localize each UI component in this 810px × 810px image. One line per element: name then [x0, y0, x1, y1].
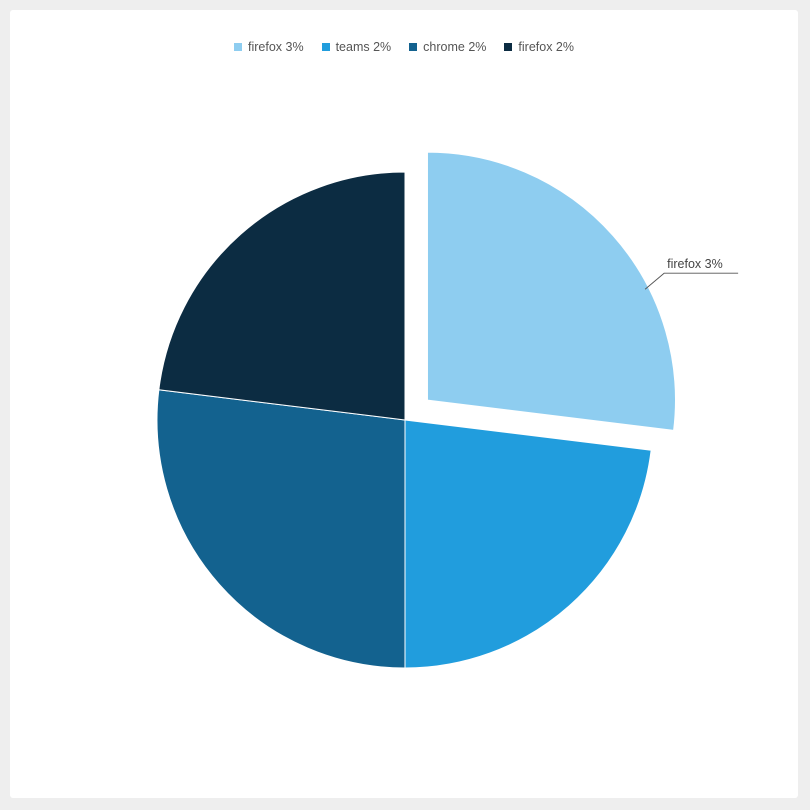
legend-item-label: firefox 2%	[518, 40, 574, 54]
pie-slice[interactable]	[404, 419, 652, 669]
legend-item-label: teams 2%	[335, 40, 392, 54]
square-swatch-icon	[409, 43, 418, 51]
chart-card: firefox 3% teams 2% chrome 2% firefox 2%…	[10, 10, 798, 798]
square-swatch-icon	[321, 43, 330, 51]
pie-chart-svg: firefox 3%	[156, 151, 739, 669]
pie-slice-group	[156, 151, 676, 669]
pie-slice[interactable]	[426, 151, 676, 431]
pie-callout-group: firefox 3%	[644, 257, 739, 290]
legend-item-firefox-2[interactable]: firefox 2%	[504, 40, 574, 54]
pie-slice[interactable]	[158, 171, 406, 421]
chart-legend: firefox 3% teams 2% chrome 2% firefox 2%	[10, 40, 798, 54]
legend-item-chrome-2[interactable]: chrome 2%	[409, 40, 486, 54]
legend-item-label: firefox 3%	[247, 40, 304, 54]
callout-label: firefox 3%	[667, 257, 723, 271]
pie-slice[interactable]	[156, 389, 406, 669]
legend-item-firefox-3[interactable]: firefox 3%	[233, 40, 304, 54]
legend-item-label: chrome 2%	[423, 40, 487, 54]
square-swatch-icon	[233, 43, 242, 51]
pie-chart-plot-area: firefox 3%	[10, 10, 798, 798]
callout-leader-line	[644, 272, 739, 290]
square-swatch-icon	[504, 43, 513, 51]
legend-item-teams-2[interactable]: teams 2%	[321, 40, 392, 54]
